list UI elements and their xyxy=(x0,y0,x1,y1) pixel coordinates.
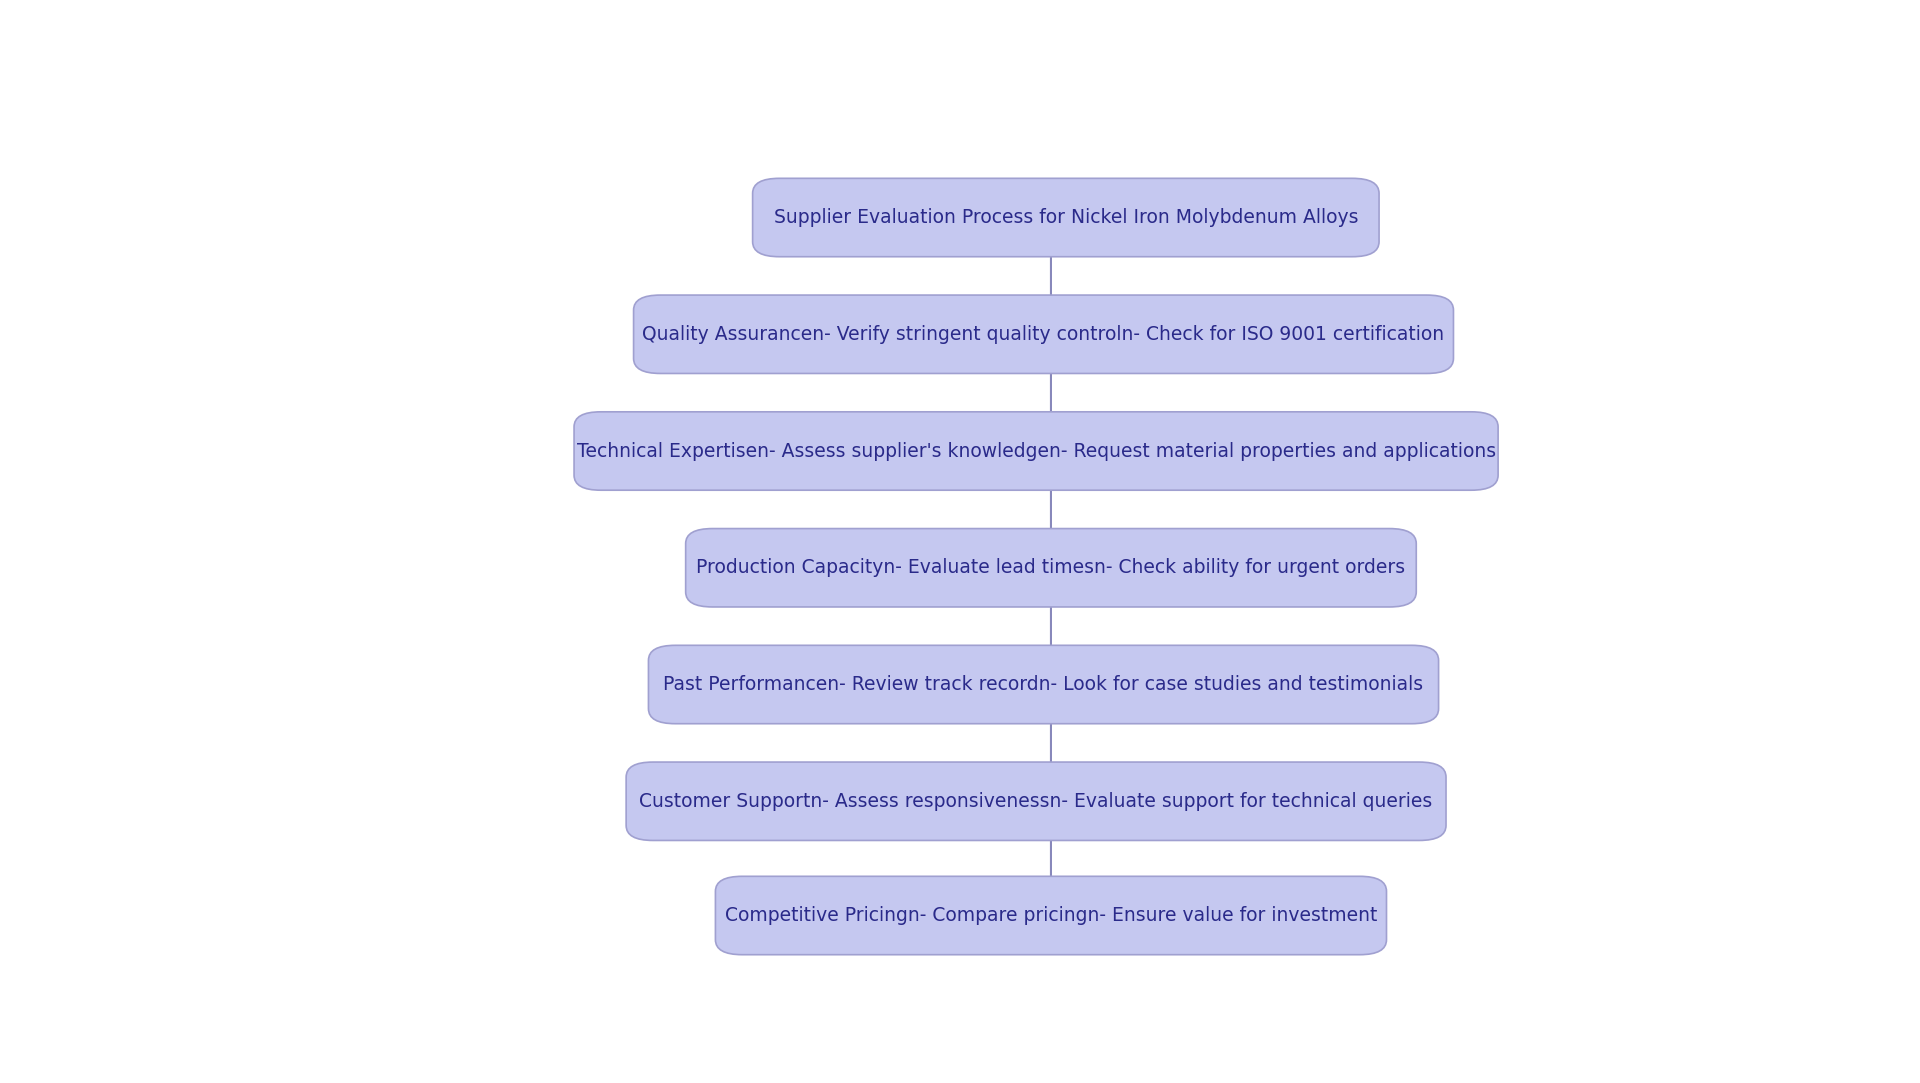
FancyBboxPatch shape xyxy=(716,876,1386,955)
Text: Customer Supportn- Assess responsivenessn- Evaluate support for technical querie: Customer Supportn- Assess responsiveness… xyxy=(639,792,1432,811)
FancyBboxPatch shape xyxy=(626,762,1446,840)
Text: Quality Assurancen- Verify stringent quality controln- Check for ISO 9001 certif: Quality Assurancen- Verify stringent qua… xyxy=(643,325,1444,343)
FancyBboxPatch shape xyxy=(753,179,1379,257)
Text: Production Capacityn- Evaluate lead timesn- Check ability for urgent orders: Production Capacityn- Evaluate lead time… xyxy=(697,558,1405,577)
FancyBboxPatch shape xyxy=(634,295,1453,374)
FancyBboxPatch shape xyxy=(574,412,1498,491)
Text: Competitive Pricingn- Compare pricingn- Ensure value for investment: Competitive Pricingn- Compare pricingn- … xyxy=(724,906,1377,925)
FancyBboxPatch shape xyxy=(685,529,1417,606)
Text: Supplier Evaluation Process for Nickel Iron Molybdenum Alloys: Supplier Evaluation Process for Nickel I… xyxy=(774,208,1357,227)
Text: Technical Expertisen- Assess supplier's knowledgen- Request material properties : Technical Expertisen- Assess supplier's … xyxy=(576,442,1496,460)
Text: Past Performancen- Review track recordn- Look for case studies and testimonials: Past Performancen- Review track recordn-… xyxy=(664,675,1423,694)
FancyBboxPatch shape xyxy=(649,645,1438,723)
